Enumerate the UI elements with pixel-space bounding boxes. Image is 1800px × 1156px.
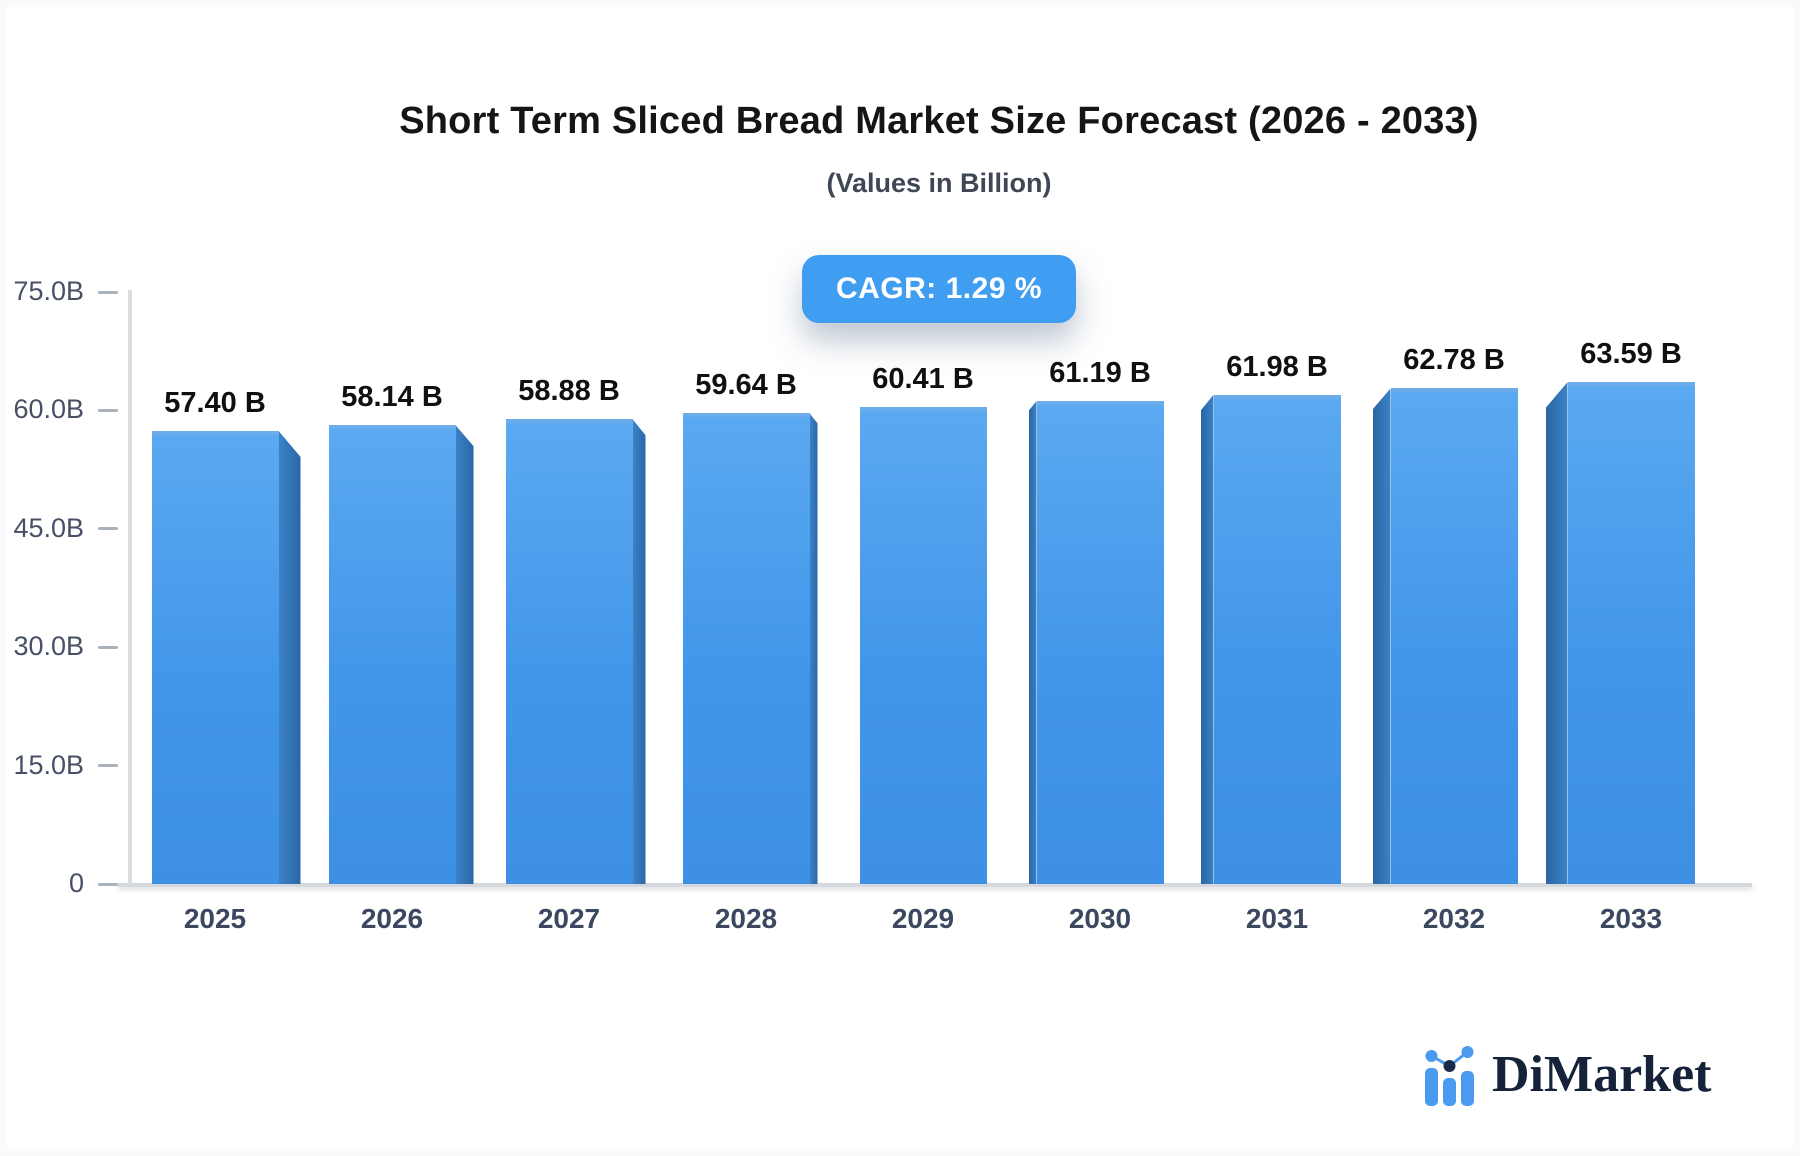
bar-value-label-2025: 57.40 B: [164, 386, 266, 419]
y-axis-line: [128, 290, 132, 884]
bar-value-label-2032: 62.78 B: [1403, 344, 1505, 377]
y-tick-mark: [98, 527, 118, 531]
y-tick-label-15.0B: 15.0B: [13, 749, 84, 780]
bar-value-label-2029: 60.41 B: [872, 363, 974, 396]
cagr-badge: CAGR: 1.29 %: [801, 255, 1077, 323]
chart-subtitle: (Values in Billion): [826, 168, 1052, 198]
bar-value-label-2026: 58.14 B: [341, 381, 443, 414]
bar-side-2025: [278, 430, 301, 884]
y-tick-mark: [98, 408, 118, 412]
x-tick-label-2033: 2033: [1599, 903, 1663, 934]
bar-2026: [328, 425, 456, 884]
x-tick-label-2029: 2029: [891, 903, 955, 934]
x-tick-label-2028: 2028: [714, 903, 778, 934]
x-axis-line: [118, 883, 1752, 887]
brand-name: DiMarket: [1492, 1046, 1712, 1103]
bar-2032: [1390, 388, 1518, 884]
x-tick-label-2026: 2026: [360, 903, 424, 934]
bar-value-label-2031: 61.98 B: [1226, 350, 1328, 383]
bar-side-2032: [1372, 388, 1391, 884]
bar-2031: [1213, 394, 1341, 884]
y-tick-label-30.0B: 30.0B: [13, 631, 84, 662]
bar-value-label-2027: 58.88 B: [518, 375, 620, 408]
y-tick-mark: [98, 645, 118, 649]
bar-side-2030: [1028, 401, 1037, 884]
chart-title: Short Term Sliced Bread Market Size Fore…: [399, 100, 1479, 142]
y-tick-mark: [98, 290, 118, 294]
bar-2025: [151, 430, 279, 884]
bar-value-label-2030: 61.19 B: [1049, 357, 1151, 389]
x-tick-label-2025: 2025: [183, 903, 247, 934]
x-tick-label-2027: 2027: [537, 903, 601, 934]
bar-side-2028: [809, 413, 818, 884]
bar-2027: [505, 419, 633, 884]
bar-2030: [1036, 401, 1164, 884]
bar-value-label-2033: 63.59 B: [1580, 338, 1682, 371]
x-tick-label-2031: 2031: [1245, 903, 1309, 934]
bar-line-chart-icon: [1425, 1046, 1474, 1106]
y-tick-mark: [98, 764, 118, 768]
y-tick-mark: [98, 882, 118, 886]
bar-side-2033: [1545, 382, 1568, 884]
bar-side-2031: [1200, 394, 1214, 884]
x-tick-label-2032: 2032: [1422, 903, 1486, 934]
bar-2028: [682, 413, 810, 884]
x-tick-label-2030: 2030: [1068, 903, 1132, 934]
bar-2033: [1567, 382, 1695, 884]
y-tick-label-45.0B: 45.0B: [13, 512, 84, 543]
y-tick-label-0: 0: [68, 868, 84, 898]
y-tick-label-60.0B: 60.0B: [13, 394, 84, 425]
bar-value-label-2028: 59.64 B: [695, 369, 797, 402]
brand-logo: DiMarket: [1422, 1044, 1711, 1106]
bar-side-2026: [455, 425, 474, 884]
bar-side-2027: [632, 419, 646, 884]
cagr-badge-wrap: CAGR: 1.29 %: [128, 255, 1750, 323]
y-tick-label-75.0B: 75.0B: [13, 276, 84, 306]
bar-2029: [859, 407, 987, 884]
